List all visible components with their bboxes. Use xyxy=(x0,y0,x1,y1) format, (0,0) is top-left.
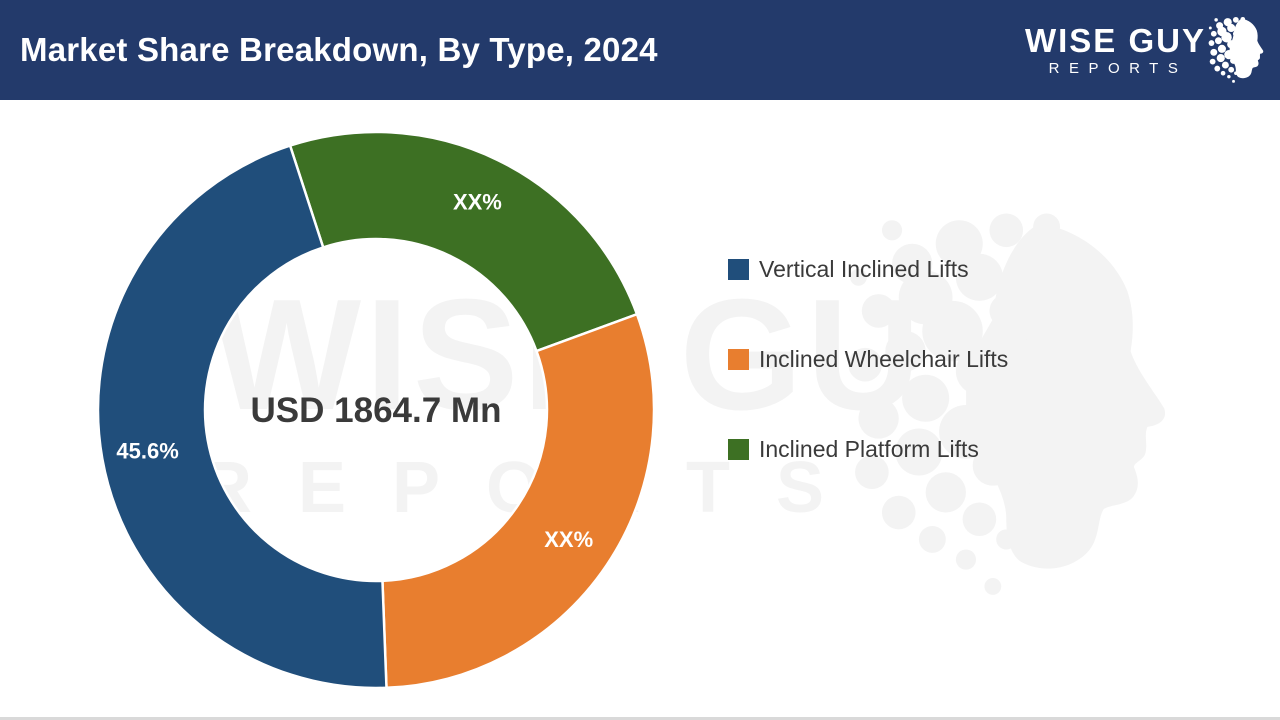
slice-data-label: 45.6% xyxy=(116,439,178,464)
chart-area: WISE GUY REPORTS XX%XX%45.6%USD 1864.7 M… xyxy=(0,100,1280,720)
slice-data-label: XX% xyxy=(544,527,593,552)
donut-slice-inclined-platform-lifts xyxy=(288,130,639,353)
donut-chart: XX% XX% 45.6% USD 1864.7 Mn xyxy=(96,130,656,690)
legend-item-label: Vertical Inclined Lifts xyxy=(759,255,969,282)
legend-item-label: Inclined Wheelchair Lifts xyxy=(759,345,1009,372)
logo-wordmark: WISE GUY xyxy=(1024,22,1206,59)
wiseguy-logo: WISE GUY REPORTS xyxy=(1025,9,1266,91)
legend-item-label: Inclined Platform Lifts xyxy=(759,435,979,462)
legend-swatch xyxy=(728,438,749,460)
center-value-label: USD 1864.7 Mn xyxy=(251,391,502,430)
legend-item: Inclined Platform Lifts xyxy=(728,436,1008,462)
page-title: Market Share Breakdown, By Type, 2024 xyxy=(20,31,658,68)
logo-text: WISE GUY REPORTS xyxy=(1025,24,1206,76)
legend: Vertical Inclined Lifts Inclined Wheelcha… xyxy=(728,256,1008,526)
logo-face-icon xyxy=(1208,16,1264,83)
legend-item: Vertical Inclined Lifts xyxy=(728,256,1008,282)
legend-item: Inclined Wheelchair Lifts xyxy=(728,346,1008,372)
legend-swatch xyxy=(728,258,749,280)
donut-slice-inclined-wheelchair-lifts xyxy=(381,312,656,690)
donut-slice-vertical-inclined-lifts xyxy=(96,144,388,690)
slice-data-label: XX% xyxy=(453,189,502,214)
bottom-divider xyxy=(0,717,1280,720)
header-bar: Market Share Breakdown, By Type, 2024 WI… xyxy=(0,0,1280,100)
logo-subtitle: REPORTS xyxy=(1048,60,1188,77)
legend-swatch xyxy=(728,348,749,370)
